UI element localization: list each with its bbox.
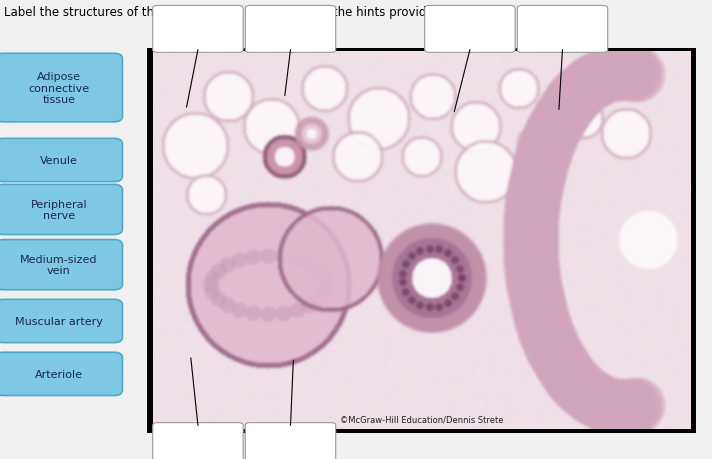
FancyBboxPatch shape	[153, 6, 244, 53]
FancyBboxPatch shape	[0, 185, 122, 235]
FancyBboxPatch shape	[0, 353, 122, 396]
Text: Peripheral
nerve: Peripheral nerve	[31, 199, 87, 221]
FancyBboxPatch shape	[153, 423, 244, 459]
FancyBboxPatch shape	[517, 6, 608, 53]
FancyBboxPatch shape	[0, 240, 122, 290]
Text: Medium-sized
vein: Medium-sized vein	[20, 254, 98, 276]
FancyBboxPatch shape	[0, 300, 122, 343]
Bar	[147, 49, 696, 433]
FancyBboxPatch shape	[245, 6, 335, 53]
Text: Adipose
connective
tissue: Adipose connective tissue	[28, 72, 89, 105]
Text: Arteriole: Arteriole	[35, 369, 83, 379]
Text: Label the structures of the neurovascular bundle using the hints provided.: Label the structures of the neurovascula…	[4, 6, 444, 18]
Text: ©McGraw-Hill Education/Dennis Strete: ©McGraw-Hill Education/Dennis Strete	[340, 414, 503, 424]
FancyBboxPatch shape	[0, 139, 122, 182]
FancyBboxPatch shape	[424, 6, 515, 53]
FancyBboxPatch shape	[0, 54, 122, 123]
Text: Muscular artery: Muscular artery	[15, 316, 103, 326]
Text: Venule: Venule	[40, 156, 78, 166]
FancyBboxPatch shape	[245, 423, 335, 459]
